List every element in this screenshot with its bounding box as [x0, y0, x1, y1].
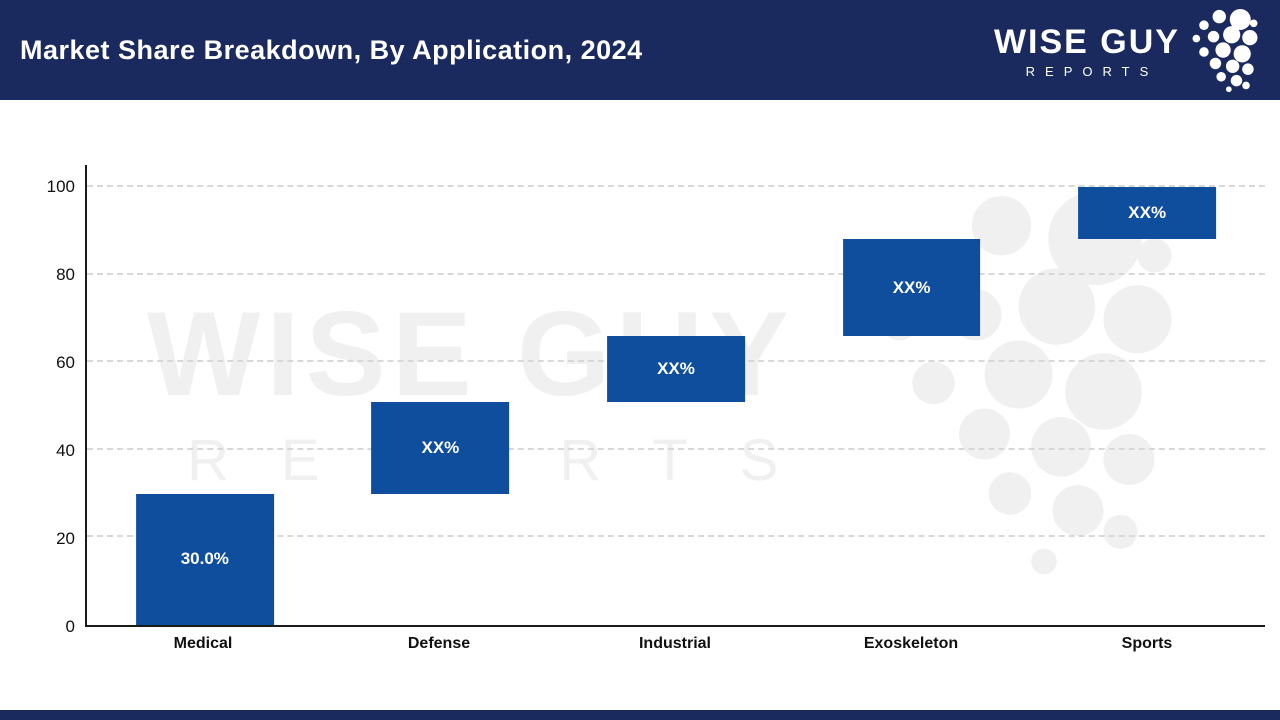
y-tick-label: 100 [46, 177, 75, 196]
y-tick-label: 20 [56, 529, 75, 548]
y-axis-labels: 0 20 40 60 80 100 [0, 165, 75, 636]
bar-exoskeleton: XX% [842, 239, 981, 336]
x-category-label-exoskeleton: Exoskeleton [863, 635, 959, 652]
y-tick-label: 40 [56, 441, 75, 460]
y-tick-label: 0 [65, 617, 75, 636]
bar-value-label: XX% [1128, 203, 1167, 223]
bar-industrial: XX% [607, 335, 745, 402]
footer-strip [0, 710, 1280, 720]
bar-value-label: 30.0% [180, 549, 229, 569]
bar-value-label: XX% [657, 358, 695, 378]
bar-medical: 30.0% [135, 493, 274, 625]
brand-logo: WISE GUY REPORTS [994, 8, 1264, 94]
x-axis-labels: Medical Defense Industrial Exoskeleton Sport… [85, 635, 1265, 665]
gridline [87, 447, 1265, 450]
gridline [87, 184, 1265, 187]
x-category-label-defense: Defense [407, 635, 471, 652]
brand-subname: REPORTS [1025, 64, 1159, 79]
gridline [87, 272, 1265, 275]
x-category-label-industrial: Industrial [638, 635, 711, 652]
brand-logo-text: WISE GUY REPORTS [994, 23, 1180, 79]
chart-title: Market Share Breakdown, By Application, … [20, 34, 643, 65]
bar-defense: XX% [371, 401, 510, 494]
header: Market Share Breakdown, By Application, … [0, 0, 1280, 100]
x-category-label-sports: Sports [1121, 635, 1173, 652]
bar-value-label: XX% [892, 277, 931, 297]
bar-sports: XX% [1078, 186, 1217, 240]
y-tick-label: 80 [56, 265, 75, 284]
x-category-label-medical: Medical [173, 635, 233, 652]
plot-area: WISE GUY REPORTS 30.0%XX%XX%XX%XX% [85, 165, 1265, 627]
brand-head-dots-icon [1192, 8, 1258, 93]
brand-name: WISE GUY [993, 23, 1180, 61]
y-tick-label: 60 [56, 353, 75, 373]
bar-value-label: XX% [421, 437, 460, 457]
gridline [87, 535, 1265, 538]
